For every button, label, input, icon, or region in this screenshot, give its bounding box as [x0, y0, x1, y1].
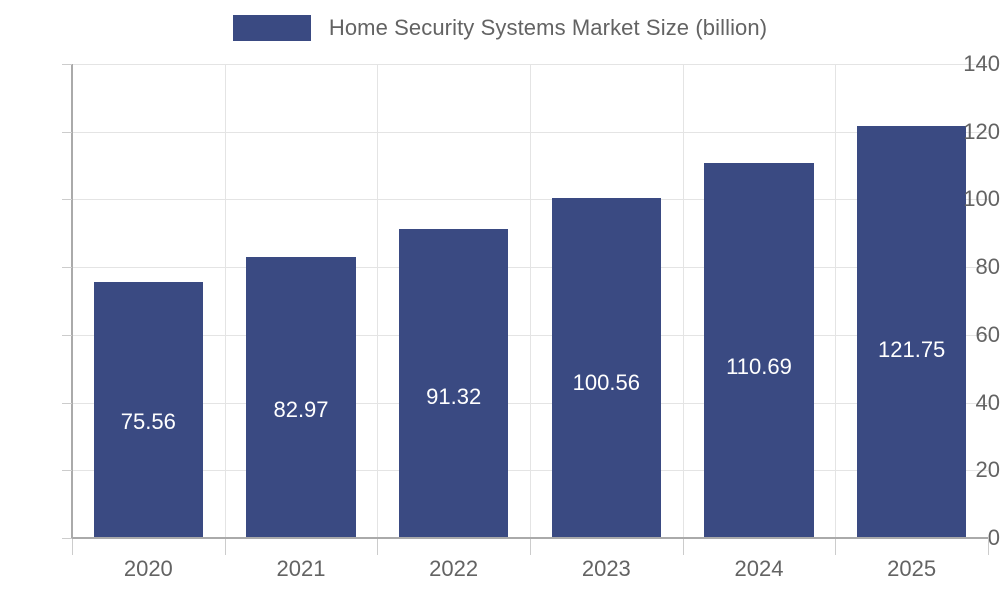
x-tick-label: 2021: [276, 556, 326, 581]
x-tick-mark: [224, 539, 226, 555]
y-tick-label: 140: [963, 51, 1000, 76]
y-tick-label: 120: [963, 118, 1000, 144]
legend-entry-market-size[interactable]: Home Security Systems Market Size (billi…: [232, 15, 768, 41]
bar[interactable]: [551, 197, 661, 538]
bar-value-label: 82.97: [273, 397, 329, 423]
gridline-vertical: [835, 64, 837, 538]
x-axis-line: [72, 537, 988, 539]
y-tick-mark: [62, 131, 72, 133]
y-tick-mark: [62, 538, 72, 539]
y-tick-label: 80: [975, 254, 1000, 280]
x-tick-label: 2023: [581, 556, 631, 581]
y-tick-mark: [62, 470, 72, 472]
x-tick-label: 2022: [429, 556, 479, 581]
y-tick-mark: [62, 267, 72, 269]
y-tick-label: 40: [975, 389, 1000, 415]
bar[interactable]: [246, 257, 356, 538]
x-tick-label: 2025: [887, 556, 937, 581]
legend-swatch-icon: [232, 15, 311, 41]
y-tick-label: 20: [975, 457, 1000, 483]
bar[interactable]: [93, 282, 203, 538]
y-tick-label: 100: [963, 186, 1000, 212]
x-tick-mark: [530, 539, 531, 555]
bar-value-label: 110.69: [726, 354, 792, 380]
y-tick-label: 60: [975, 321, 1000, 347]
y-tick-mark: [62, 64, 72, 65]
x-tick-label: 2020: [123, 556, 173, 581]
x-tick-label: 2024: [734, 556, 784, 581]
legend-label: Home Security Systems Market Size (billi…: [328, 15, 768, 40]
x-tick-mark: [988, 539, 989, 555]
x-tick-mark: [835, 539, 837, 555]
bar[interactable]: [704, 163, 814, 538]
x-tick-mark: [72, 539, 73, 555]
y-tick-mark: [62, 334, 72, 336]
y-tick-label: 0: [987, 525, 1000, 550]
gridline-vertical: [682, 64, 684, 538]
gridline-vertical: [377, 64, 379, 538]
bar[interactable]: [399, 228, 509, 538]
bar-value-label: 91.32: [426, 384, 482, 410]
y-tick-mark: [62, 199, 72, 201]
y-tick-mark: [62, 402, 72, 404]
chart-legend: Home Security Systems Market Size (billi…: [0, 0, 1000, 56]
bar[interactable]: [857, 125, 967, 538]
gridline-vertical: [530, 64, 531, 538]
x-tick-mark: [377, 539, 379, 555]
bar-value-label: 121.75: [878, 337, 946, 363]
gridline-vertical: [224, 64, 226, 538]
bar-value-label: 100.56: [572, 370, 640, 396]
x-tick-mark: [682, 539, 684, 555]
plot-area: 75.56 82.97 91.32 100.56 110.69 121.75: [72, 64, 988, 539]
bar-value-label: 75.56: [120, 408, 176, 434]
y-axis-line: [71, 64, 73, 539]
